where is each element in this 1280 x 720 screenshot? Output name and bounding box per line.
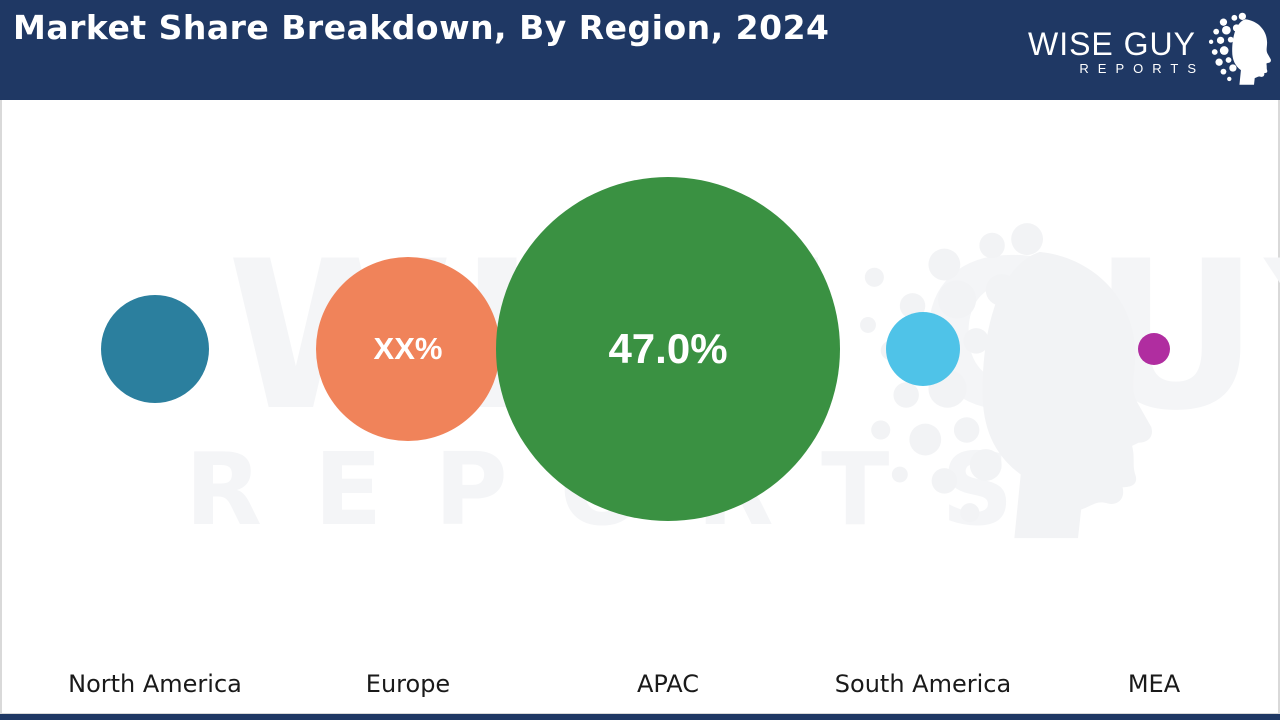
watermark-face-icon: [860, 223, 1153, 539]
wise-guy-face-icon: [1208, 12, 1271, 85]
brand-name: WISE GUY: [1027, 26, 1196, 62]
category-label-south-america: South America: [834, 670, 1012, 698]
bubble-value-europe: XX%: [373, 331, 443, 366]
bubble-north-america: [101, 295, 209, 403]
brand-subname: REPORTS: [1079, 61, 1205, 76]
bubble-apac: 47.0%: [496, 177, 840, 521]
plot-area: WISE GUY REPORTS North AmericaXX%Europe4…: [0, 100, 1280, 714]
bubble-value-apac: 47.0%: [608, 325, 728, 372]
category-label-apac: APAC: [636, 670, 700, 698]
bubble-mea: [1138, 333, 1170, 365]
page-title: Market Share Breakdown, By Region, 2024: [13, 8, 830, 47]
category-label-mea: MEA: [1127, 670, 1181, 698]
brand-logo: WISE GUY REPORTS: [1028, 10, 1276, 94]
bubble-europe: XX%: [316, 257, 500, 441]
category-label-north-america: North America: [68, 670, 242, 698]
category-label-europe: Europe: [365, 670, 451, 698]
footer-bar: [0, 714, 1280, 720]
header-bar: Market Share Breakdown, By Region, 2024 …: [0, 0, 1280, 100]
brand-wordmark: WISE GUY REPORTS: [1028, 27, 1196, 77]
bubble-south-america: [886, 312, 960, 386]
